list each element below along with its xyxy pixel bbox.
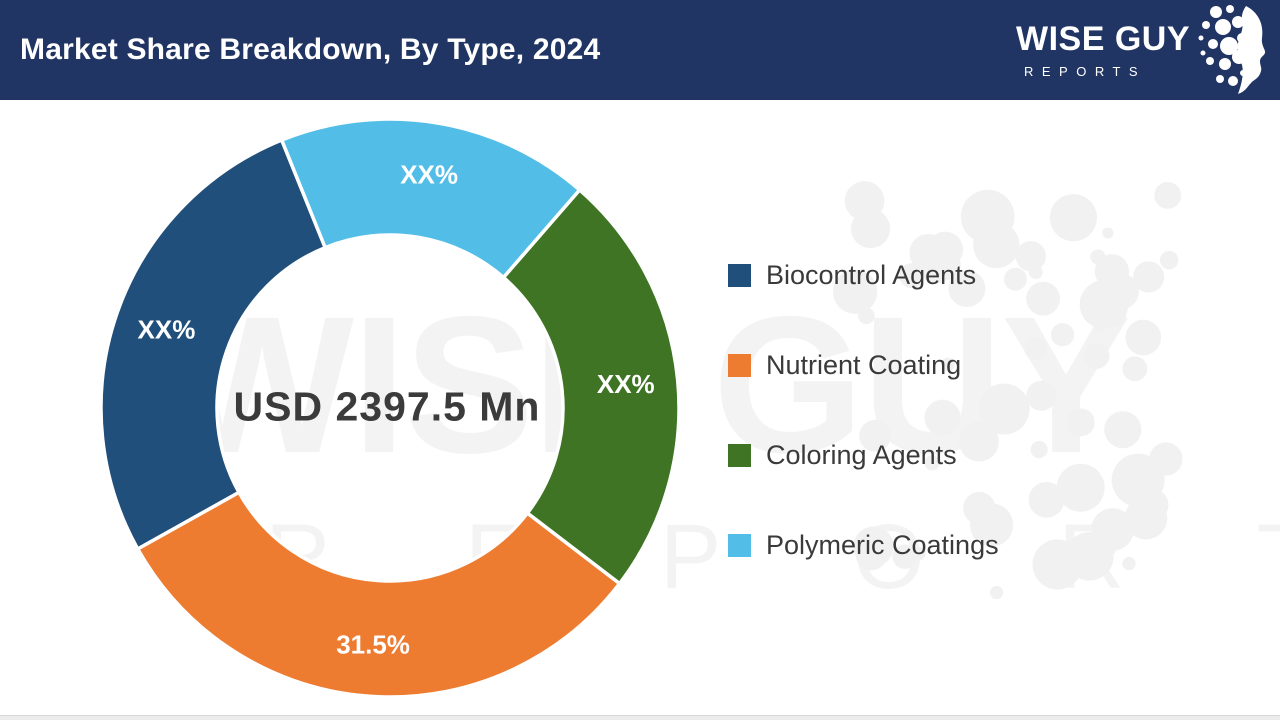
legend-item-polymeric-coatings: Polymeric Coatings — [728, 528, 999, 562]
watermark-dot — [948, 270, 986, 308]
watermark-dot — [924, 455, 940, 471]
watermark-dot — [1024, 336, 1048, 361]
watermark-dot — [1122, 356, 1148, 382]
legend-swatch-biocontrol-agents — [728, 263, 751, 287]
legend-swatch-nutrient-coating — [728, 353, 751, 377]
watermark-dot — [1050, 323, 1075, 347]
segment-label: 31.5% — [336, 629, 410, 659]
footer-strip — [0, 715, 1280, 720]
legend-item-nutrient-coating: Nutrient Coating — [728, 348, 999, 382]
watermark-dot — [926, 231, 964, 269]
watermark-dot — [1104, 411, 1142, 449]
watermark-dot — [1125, 319, 1162, 356]
donut-segment-biocontrol-agents — [99, 137, 328, 552]
watermark-dot — [1056, 463, 1105, 512]
watermark-dot — [1102, 227, 1114, 239]
segment-label: XX% — [597, 369, 655, 399]
logo-reports-text: REPORTS — [1024, 64, 1146, 79]
watermark-dot — [941, 357, 955, 372]
watermark-dot — [1159, 250, 1179, 270]
legend: Biocontrol Agents Nutrient Coating Color… — [728, 258, 999, 618]
watermark-dot — [1003, 267, 1027, 291]
watermark-dot — [1030, 441, 1048, 459]
watermark-dot — [1028, 265, 1043, 279]
watermark-dot — [1094, 254, 1130, 289]
legend-swatch-coloring-agents — [728, 443, 751, 467]
center-value: USD 2397.5 Mn — [233, 383, 541, 430]
watermark-dot — [978, 383, 1030, 435]
watermark-dot — [1032, 539, 1083, 590]
donut-segment-nutrient-coating — [135, 490, 623, 699]
logo-wiseguy-text: WISE GUY — [1016, 20, 1190, 58]
header: Market Share Breakdown, By Type, 2024 WI… — [0, 0, 1280, 100]
logo-face-icon — [1198, 5, 1266, 94]
watermark-dot — [969, 503, 1014, 547]
watermark-dot — [899, 263, 925, 289]
watermark-dot — [958, 421, 999, 462]
legend-item-biocontrol-agents: Biocontrol Agents — [728, 258, 999, 292]
watermark-dot — [960, 189, 1015, 244]
legend-label: Nutrient Coating — [766, 349, 962, 380]
watermark-dot — [1049, 194, 1097, 242]
legend-label: Coloring Agents — [766, 439, 957, 470]
page-title: Market Share Breakdown, By Type, 2024 — [20, 33, 601, 66]
segment-label: XX% — [400, 159, 458, 189]
legend-label: Biocontrol Agents — [766, 259, 977, 290]
watermark-dot — [1136, 488, 1169, 521]
watermark-dot — [1015, 241, 1046, 272]
watermark-dot — [859, 419, 891, 452]
watermark-dot — [855, 539, 887, 571]
donut-segment-coloring-agents — [501, 187, 681, 586]
wise-guy-logo: WISE GUY REPORTS — [1016, 5, 1266, 94]
watermark-dot — [1026, 380, 1057, 411]
segment-label: XX% — [138, 314, 196, 344]
legend-swatch-polymeric-coatings — [728, 533, 751, 557]
donut-segment-polymeric-coatings — [279, 117, 583, 280]
watermark-dot — [989, 585, 1004, 600]
watermark-dot — [850, 209, 891, 249]
watermark-dot — [1154, 181, 1182, 209]
watermark-dot — [1067, 408, 1095, 437]
watermark-dot — [1083, 342, 1110, 369]
watermark-dot — [1026, 281, 1061, 316]
legend-label: Polymeric Coatings — [766, 529, 999, 560]
watermark-dot — [833, 269, 878, 314]
watermark-dot — [1133, 261, 1165, 293]
legend-item-coloring-agents: Coloring Agents — [728, 438, 999, 472]
watermark-dot — [1028, 481, 1065, 518]
watermark-dot — [924, 399, 961, 436]
watermark-dot — [1102, 301, 1127, 326]
watermark-dot — [1094, 321, 1105, 332]
watermark-dot — [892, 544, 917, 569]
watermark-dot — [1122, 556, 1136, 571]
